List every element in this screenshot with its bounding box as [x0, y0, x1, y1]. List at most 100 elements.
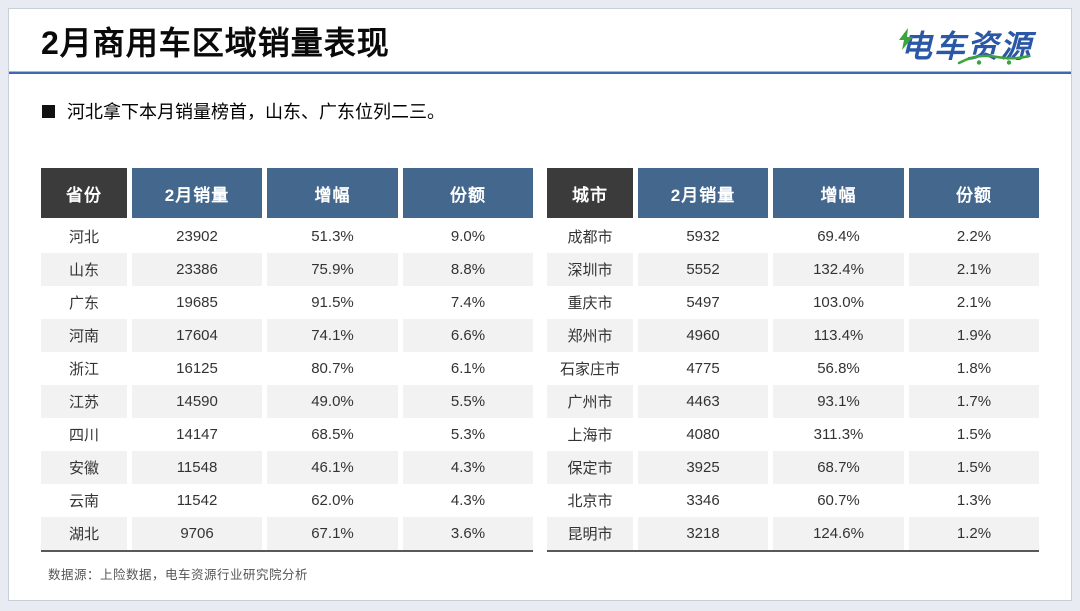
row-value: 5.5% — [403, 385, 533, 418]
row-value: 1.5% — [909, 451, 1039, 484]
lightning-bolt-icon — [899, 28, 913, 55]
province-table-body: 河北 23902 51.3% 9.0% 山东 23386 75.9% 8.8% 广东 19685 9… — [41, 220, 533, 550]
row-label: 北京市 — [547, 484, 633, 517]
row-value: 9706 — [132, 517, 262, 550]
row-value: 5932 — [638, 220, 768, 253]
row-value: 113.4% — [773, 319, 904, 352]
row-label: 昆明市 — [547, 517, 633, 550]
row-value: 49.0% — [267, 385, 398, 418]
row-value: 19685 — [132, 286, 262, 319]
row-label: 江苏 — [41, 385, 127, 418]
row-value: 51.3% — [267, 220, 398, 253]
city-table-header: 城市 2月销量 增幅 份额 — [547, 168, 1039, 218]
slide-header: 2月商用车区域销量表现 电车资源 — [9, 9, 1071, 67]
row-value: 4.3% — [403, 484, 533, 517]
row-value: 16125 — [132, 352, 262, 385]
row-label: 成都市 — [547, 220, 633, 253]
row-label: 河南 — [41, 319, 127, 352]
row-value: 1.5% — [909, 418, 1039, 451]
row-value: 6.1% — [403, 352, 533, 385]
city-sales-table: 城市 2月销量 增幅 份额 成都市 5932 69.4% 2.2% 深圳市 5552 132.4%… — [547, 168, 1039, 552]
row-value: 4463 — [638, 385, 768, 418]
row-label: 石家庄市 — [547, 352, 633, 385]
row-value: 132.4% — [773, 253, 904, 286]
row-value: 91.5% — [267, 286, 398, 319]
row-value: 2.1% — [909, 253, 1039, 286]
row-label: 河北 — [41, 220, 127, 253]
row-value: 3.6% — [403, 517, 533, 550]
row-value: 1.9% — [909, 319, 1039, 352]
row-value: 75.9% — [267, 253, 398, 286]
row-value: 80.7% — [267, 352, 398, 385]
row-value: 2.2% — [909, 220, 1039, 253]
row-value: 17604 — [132, 319, 262, 352]
data-source-note: 数据源：上险数据，电车资源行业研究院分析 — [48, 568, 309, 582]
row-value: 1.8% — [909, 352, 1039, 385]
summary-text: 河北拿下本月销量榜首，山东、广东位列二三。 — [67, 102, 445, 122]
row-label: 广东 — [41, 286, 127, 319]
row-value: 68.7% — [773, 451, 904, 484]
header-cell: 城市 — [547, 168, 633, 218]
row-value: 103.0% — [773, 286, 904, 319]
row-value: 8.8% — [403, 253, 533, 286]
province-table-header: 省份 2月销量 增幅 份额 — [41, 168, 533, 218]
row-value: 311.3% — [773, 418, 904, 451]
summary-bullet: 河北拿下本月销量榜首，山东、广东位列二三。 — [42, 98, 1071, 124]
row-value: 1.7% — [909, 385, 1039, 418]
header-cell: 份额 — [909, 168, 1039, 218]
car-swoosh-icon — [957, 52, 1031, 70]
row-value: 5497 — [638, 286, 768, 319]
row-value: 6.6% — [403, 319, 533, 352]
row-value: 46.1% — [267, 451, 398, 484]
row-value: 60.7% — [773, 484, 904, 517]
row-value: 3925 — [638, 451, 768, 484]
header-cell: 2月销量 — [638, 168, 768, 218]
row-value: 3346 — [638, 484, 768, 517]
row-label: 山东 — [41, 253, 127, 286]
row-value: 7.4% — [403, 286, 533, 319]
row-label: 郑州市 — [547, 319, 633, 352]
row-label: 上海市 — [547, 418, 633, 451]
row-value: 67.1% — [267, 517, 398, 550]
bullet-square-icon — [42, 104, 55, 118]
row-value: 124.6% — [773, 517, 904, 550]
header-cell: 份额 — [403, 168, 533, 218]
row-value: 14590 — [132, 385, 262, 418]
row-value: 14147 — [132, 418, 262, 451]
brand-logo: 电车资源 — [899, 21, 1033, 66]
row-label: 深圳市 — [547, 253, 633, 286]
row-value: 5.3% — [403, 418, 533, 451]
row-value: 4.3% — [403, 451, 533, 484]
row-value: 56.8% — [773, 352, 904, 385]
row-value: 69.4% — [773, 220, 904, 253]
row-value: 4080 — [638, 418, 768, 451]
row-value: 74.1% — [267, 319, 398, 352]
row-value: 2.1% — [909, 286, 1039, 319]
row-value: 4775 — [638, 352, 768, 385]
row-value: 1.3% — [909, 484, 1039, 517]
row-value: 3218 — [638, 517, 768, 550]
row-value: 23386 — [132, 253, 262, 286]
header-cell: 2月销量 — [132, 168, 262, 218]
row-label: 浙江 — [41, 352, 127, 385]
row-value: 9.0% — [403, 220, 533, 253]
table-bottom-border — [547, 550, 1039, 552]
city-table-body: 成都市 5932 69.4% 2.2% 深圳市 5552 132.4% 2.1% 重庆市 5497… — [547, 220, 1039, 550]
row-label: 安徽 — [41, 451, 127, 484]
row-label: 四川 — [41, 418, 127, 451]
row-value: 5552 — [638, 253, 768, 286]
slide: 2月商用车区域销量表现 电车资源 河北拿下本月销量榜首，山东、广东位列二三。 — [8, 8, 1072, 601]
row-value: 4960 — [638, 319, 768, 352]
tables-area: 省份 2月销量 增幅 份额 河北 23902 51.3% 9.0% 山东 23386 75.9% 8… — [41, 168, 1071, 552]
row-value: 23902 — [132, 220, 262, 253]
header-cell: 增幅 — [267, 168, 398, 218]
row-label: 重庆市 — [547, 286, 633, 319]
header-cell: 省份 — [41, 168, 127, 218]
row-value: 93.1% — [773, 385, 904, 418]
title-divider — [9, 71, 1071, 74]
row-value: 68.5% — [267, 418, 398, 451]
row-value: 11542 — [132, 484, 262, 517]
row-label: 云南 — [41, 484, 127, 517]
page-title: 2月商用车区域销量表现 — [41, 25, 390, 61]
header-cell: 增幅 — [773, 168, 904, 218]
